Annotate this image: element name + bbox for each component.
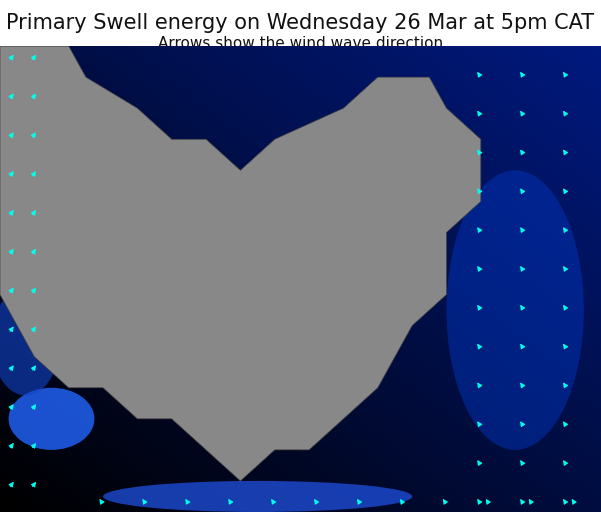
Polygon shape bbox=[0, 46, 481, 481]
Ellipse shape bbox=[8, 388, 94, 450]
Text: Arrows show the wind wave direction: Arrows show the wind wave direction bbox=[158, 36, 443, 51]
Ellipse shape bbox=[103, 481, 412, 512]
Text: Primary Swell energy on Wednesday 26 Mar at 5pm CAT: Primary Swell energy on Wednesday 26 Mar… bbox=[7, 13, 594, 33]
Ellipse shape bbox=[0, 287, 60, 395]
Ellipse shape bbox=[447, 170, 584, 450]
